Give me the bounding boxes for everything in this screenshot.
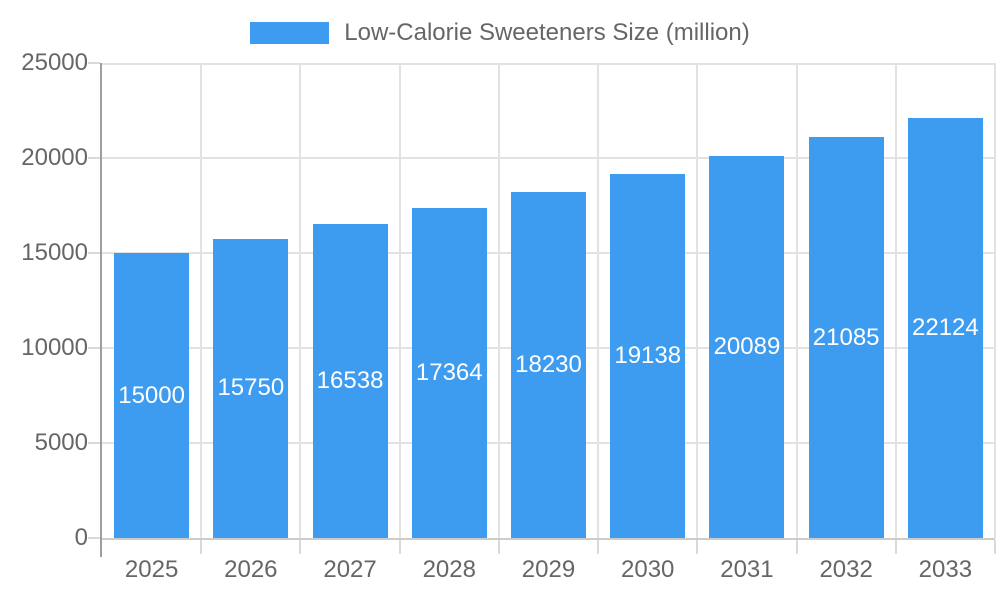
y-tick-label: 25000 [21,49,88,76]
bar-value-label: 19138 [614,342,682,370]
bar-value-label: 22124 [912,313,979,341]
x-tick-mark [696,540,699,554]
y-tick-mark [88,442,100,444]
x-tick-mark [200,540,203,554]
plot-area: 0 5000 10000 15000 20000 25000 15000 2025 15750 2… [21,49,996,583]
y-tick-label: 10000 [21,334,88,361]
y-tick-label: 15000 [21,239,88,266]
x-tick-mark [497,540,500,554]
x-axis-line [102,538,995,540]
y-tick-label: 0 [74,524,88,551]
v-gridline [497,63,500,538]
x-tick-label: 2029 [521,556,576,583]
x-tick-label: 2026 [224,556,278,583]
v-gridline [398,63,401,538]
y-tick-mark [88,252,100,254]
bar[interactable]: 17364 [411,208,487,538]
y-tick-label: 5000 [34,429,88,456]
h-gridline [102,63,995,65]
x-tick-label: 2028 [422,556,476,583]
x-tick-label: 2025 [124,556,179,583]
v-gridline [200,63,203,538]
x-tick-mark [597,540,600,554]
v-gridline [597,63,600,538]
bar[interactable]: 15750 [213,238,289,538]
x-tick-label: 2033 [918,556,973,583]
x-tick-mark [299,540,302,554]
x-tick-label: 2027 [323,556,377,583]
v-gridline [696,63,699,538]
bar[interactable]: 19138 [610,174,686,538]
legend[interactable]: Low-Calorie Sweeteners Size (million) [0,19,1000,46]
y-tick-mark [88,157,100,159]
bar-value-label: 15000 [118,381,185,409]
x-tick-label: 2031 [720,556,774,583]
bar-value-label: 15750 [217,374,285,402]
bar-value-label: 21085 [812,323,880,351]
v-gridline [994,63,996,538]
bar-value-label: 17364 [415,359,483,387]
y-axis-line [100,63,102,557]
bar[interactable]: 20089 [709,156,785,538]
y-tick-label: 20000 [21,144,88,171]
bar[interactable]: 16538 [312,223,388,538]
v-gridline [894,63,897,538]
y-tick-mark [88,537,100,539]
bar-value-label: 16538 [316,366,384,394]
x-tick-mark [994,540,996,554]
bar[interactable]: 21085 [808,137,884,538]
v-gridline [795,63,798,538]
legend-swatch [250,22,330,44]
bar[interactable]: 18230 [511,191,586,538]
x-tick-label: 2032 [819,556,873,583]
x-tick-mark [894,540,897,554]
bar[interactable]: 15000 [114,253,190,538]
bar[interactable]: 22124 [907,117,983,538]
bar-value-label: 18230 [515,350,582,378]
bar-value-label: 20089 [713,333,781,361]
x-tick-mark [398,540,401,554]
y-tick-mark [88,347,100,349]
legend-label: Low-Calorie Sweeteners Size (million) [344,19,750,46]
x-tick-mark [795,540,798,554]
x-tick-label: 2030 [621,556,675,583]
y-tick-mark [88,62,100,64]
v-gridline [299,63,302,538]
h-gridline [102,157,995,159]
